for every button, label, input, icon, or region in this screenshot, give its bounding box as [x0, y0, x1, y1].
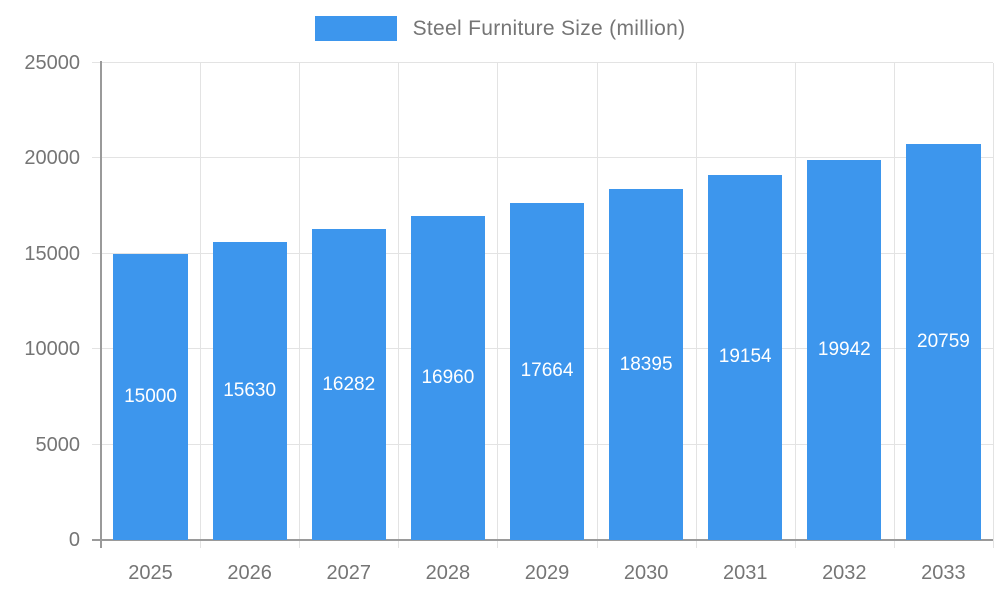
- bar-2027: 16282: [311, 229, 386, 540]
- x-tick-label: 2031: [722, 562, 768, 584]
- x-tick-label: 2028: [425, 562, 471, 584]
- h-gridline: [92, 62, 993, 63]
- bar-value-label: 15630: [223, 379, 277, 401]
- bar-2030: 18395: [608, 189, 684, 540]
- x-tick-label: 2026: [227, 562, 272, 584]
- bar-2033: 20759: [906, 143, 981, 540]
- y-tick-label: 25000: [24, 52, 80, 74]
- v-gridline: [893, 63, 895, 548]
- legend-label: Steel Furniture Size (million): [412, 16, 686, 40]
- x-tick-label: 2029: [524, 562, 570, 584]
- bar-value-label: 19154: [718, 346, 772, 368]
- y-tick-label: 10000: [24, 338, 80, 361]
- y-tick-label: 15000: [24, 242, 80, 265]
- v-gridline: [993, 63, 994, 548]
- x-axis-line: [92, 539, 993, 541]
- y-tick-label: 0: [68, 529, 80, 551]
- v-gridline: [794, 63, 796, 548]
- legend-swatch: [314, 16, 397, 41]
- bar-value-label: 16282: [322, 373, 376, 395]
- v-gridline: [398, 63, 400, 548]
- x-tick-label: 2027: [326, 562, 372, 584]
- v-gridline: [497, 63, 499, 548]
- x-tick-label: 2030: [623, 562, 669, 584]
- bar-2029: 17664: [509, 202, 585, 540]
- y-axis-line: [100, 61, 102, 548]
- h-gridline: [92, 157, 993, 159]
- bar-2026: 15630: [212, 241, 287, 540]
- legend: Steel Furniture Size (million): [0, 16, 1000, 41]
- bar-value-label: 19942: [817, 338, 871, 360]
- v-gridline: [299, 63, 301, 548]
- bar-value-label: 16960: [421, 367, 475, 389]
- x-axis-labels: 2025 2026 2027 2028 2029 2030 2031 2032 2033: [101, 558, 993, 588]
- v-gridline: [200, 63, 202, 548]
- y-axis-labels: 0 5000 10000 15000 20000 25000: [0, 52, 84, 551]
- plot-area: 15000 15630 16282 16960 17664 18395 19154 19942…: [92, 61, 994, 548]
- v-gridline: [596, 63, 598, 548]
- x-tick-label: 2033: [921, 562, 966, 584]
- x-tick-label: 2032: [822, 562, 867, 584]
- y-tick-label: 20000: [24, 147, 80, 170]
- bar-2032: 19942: [807, 159, 882, 540]
- v-gridline: [695, 63, 697, 548]
- x-tick-label: 2025: [128, 562, 173, 584]
- y-tick-label: 5000: [35, 433, 81, 456]
- bar-2028: 16960: [410, 216, 486, 540]
- bar-value-label: 20759: [917, 330, 970, 352]
- bar-value-label: 15000: [124, 385, 177, 407]
- bar-2031: 19154: [708, 174, 783, 540]
- bar-value-label: 17664: [520, 360, 574, 382]
- bar-value-label: 18395: [619, 353, 673, 375]
- bar-2025: 15000: [113, 253, 188, 540]
